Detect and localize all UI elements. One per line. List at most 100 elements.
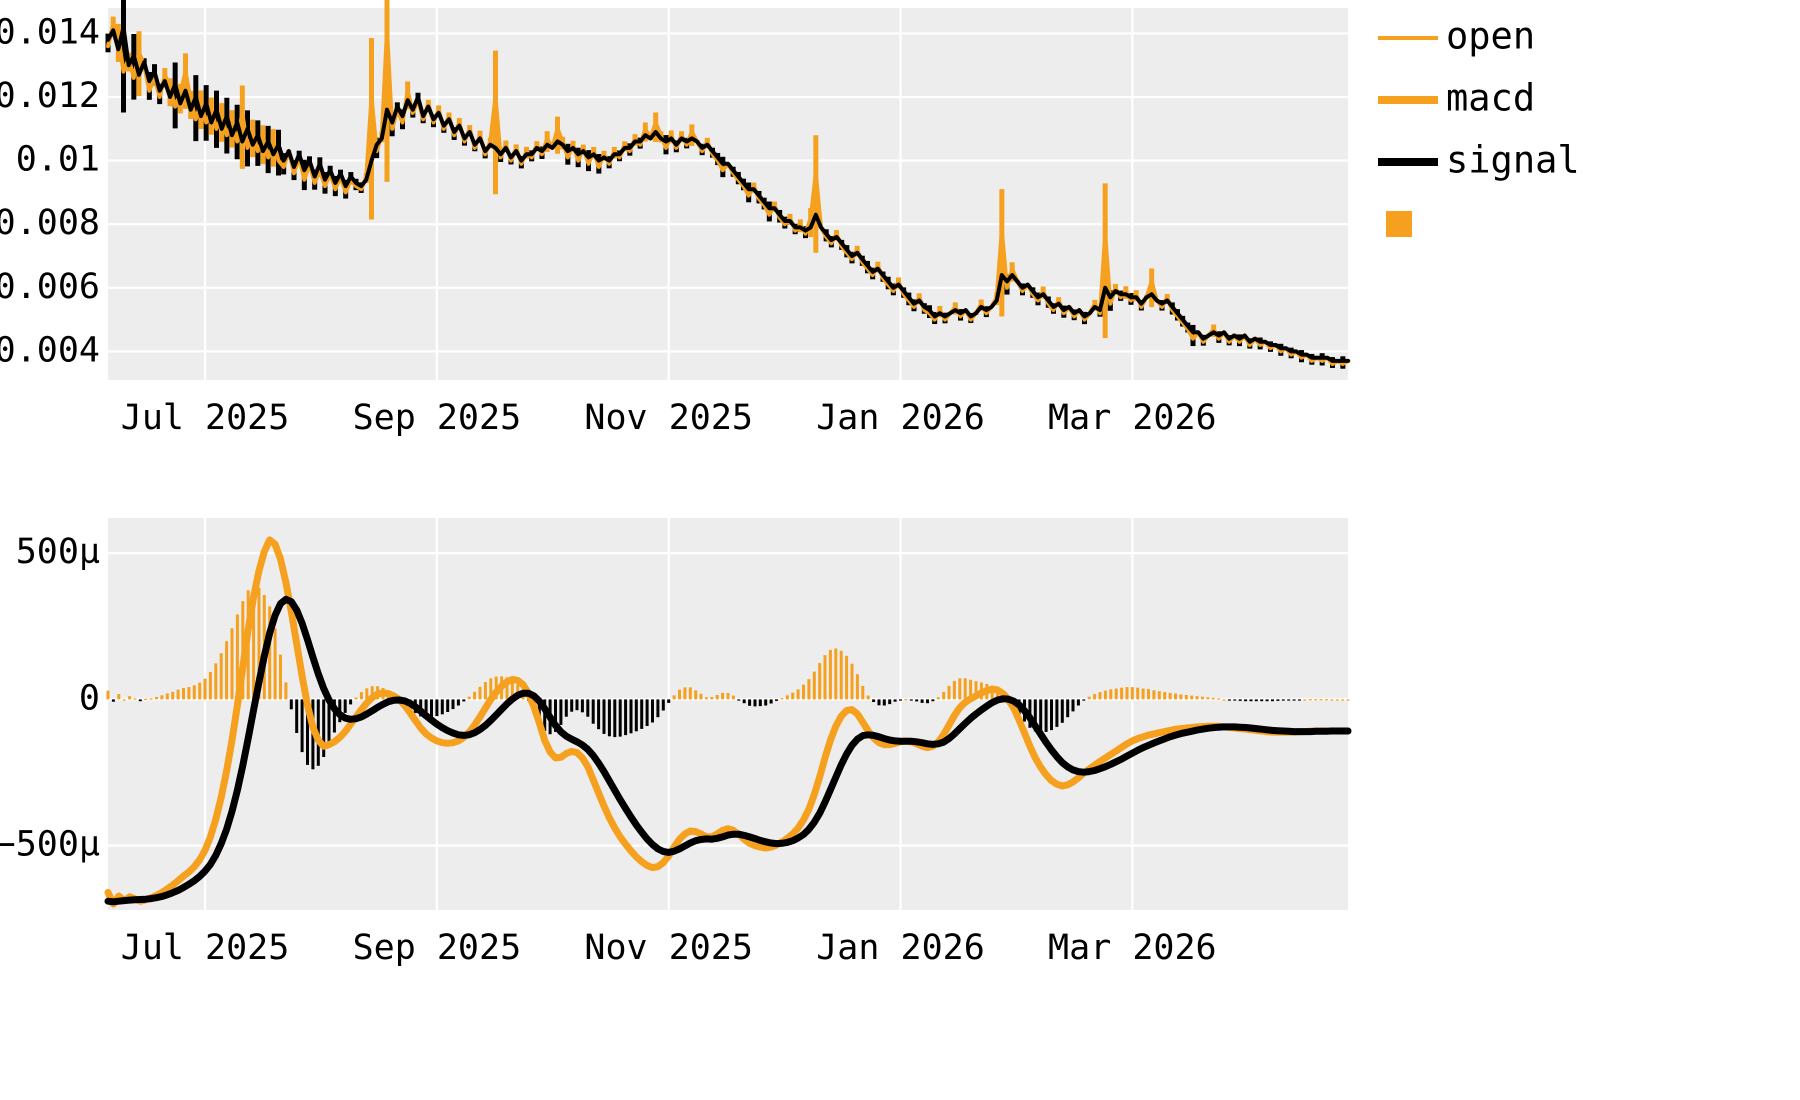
price-x-axis-labels: Jul 2025 Sep 2025 Nov 2025 Jan 2026 Mar 2026 [121, 398, 1217, 438]
macd-hist-bar [758, 699, 762, 707]
macd-hist-bar [607, 699, 611, 737]
macd-hist-bar [839, 650, 843, 700]
price-chart-panel: 0.004 0.006 0.008 0.01 0.012 0.014 Jul 2025 Se… [0, 0, 1360, 500]
macd-series-lines [104, 536, 1352, 908]
macd-hist-bar [1308, 699, 1312, 701]
macd-hist-bar [1292, 699, 1296, 701]
macd-hist-bar [586, 699, 590, 717]
macd-hist-bar [753, 699, 757, 707]
price-ytick-label: 0.012 [0, 76, 100, 116]
macd-hist-bar [559, 699, 563, 725]
macd-hist-bar [365, 688, 369, 700]
macd-hist-bar [273, 628, 277, 700]
macd-hist-bar [591, 699, 595, 724]
macd-hist-bar [1098, 692, 1102, 700]
macd-hist-bar [1276, 699, 1280, 701]
macd-hist-bar [1152, 690, 1156, 700]
macd-hist-bar [473, 691, 477, 700]
macd-hist-bar [1303, 699, 1307, 701]
macd-hist-bar [155, 697, 158, 700]
macd-hist-bar [1184, 695, 1188, 700]
macd-hist-bar [1071, 699, 1075, 712]
price-gridlines [108, 8, 1348, 380]
macd-hist-bar [1298, 699, 1301, 701]
macd-hist-bar [1157, 691, 1161, 700]
macd-hist-bar [996, 689, 1000, 700]
macd-hist-bar [661, 699, 665, 711]
legend-items: open macd signal [1378, 15, 1580, 237]
macd-hist-bar [257, 587, 261, 700]
macd-hist-bar [182, 688, 185, 700]
macd-hist-bar [570, 699, 574, 712]
macd-hist-bar [1238, 699, 1242, 701]
macd-hist-bar [446, 699, 450, 712]
macd-hist-bar [613, 699, 617, 738]
macd-hist-bar [279, 654, 282, 700]
macd-hist-bar [327, 699, 331, 745]
macd-hist-bar [467, 696, 471, 700]
macd-hist-bar [688, 687, 692, 700]
macd-hist-bar [1033, 699, 1037, 732]
macd-hist-bar [1125, 687, 1129, 700]
macd-hist-bar [192, 685, 196, 700]
price-xtick-label: Sep 2025 [353, 398, 522, 438]
macd-hist-bar [580, 699, 584, 713]
macd-hist-bar [1103, 690, 1107, 700]
macd-hist-bar [1222, 699, 1226, 701]
macd-hist-bar [710, 697, 714, 700]
macd-hist-bar [888, 699, 892, 705]
macd-hist-bar [812, 671, 816, 700]
macd-hist-bar [1050, 699, 1053, 731]
macd-hist-bar [349, 699, 353, 705]
macd-hist-bar [359, 692, 363, 700]
macd-hist-bar [171, 691, 175, 700]
macd-hist-bar [823, 655, 827, 700]
macd-hist-bar [818, 663, 822, 700]
macd-hist-bar [947, 685, 951, 700]
macd-hist-bar [117, 694, 121, 700]
macd-hist-bar [1109, 689, 1113, 700]
macd-hist-bar [785, 695, 789, 700]
macd-hist-bar [1227, 699, 1231, 701]
macd-hist-bar [1200, 696, 1204, 700]
macd-hist-bar [1082, 699, 1086, 701]
macd-hist-bar [332, 699, 336, 733]
macd-hist-bar [726, 692, 730, 700]
macd-hist-bar [597, 699, 601, 730]
macd-hist-bar [748, 699, 752, 706]
macd-hist-bar [203, 678, 207, 700]
macd-hist-bar [1087, 696, 1091, 700]
macd-hist-bar [640, 699, 644, 729]
macd-chart-svg: 500µ 0 −500µ Jul 2025 Sep 2025 Nov 2025 Jan 2… [0, 518, 1352, 968]
macd-hist-bar [370, 686, 374, 700]
macd-hist-bar [1287, 699, 1291, 701]
macd-hist-bar [1260, 699, 1264, 702]
macd-hist-bar [489, 678, 493, 700]
macd-hist-bar [1319, 699, 1323, 701]
macd-hist-bar [575, 699, 579, 711]
macd-hist-bar [920, 699, 924, 703]
macd-hist-bar [1066, 699, 1070, 718]
macd-hist-bar [505, 677, 509, 700]
macd-hist-bar [1114, 688, 1118, 700]
macd-ytick-label: 0 [79, 678, 100, 718]
macd-hist-bar [1130, 687, 1134, 700]
macd-hist-bar [176, 689, 180, 700]
macd-hist-bar [128, 696, 132, 700]
macd-hist-bar [165, 693, 169, 700]
legend-label-open[interactable]: open [1446, 15, 1535, 58]
price-ytick-label: 0.004 [0, 330, 100, 370]
macd-hist-bar [1190, 695, 1194, 700]
macd-hist-bar [904, 699, 908, 701]
macd-hist-bar [1254, 699, 1258, 702]
macd-hist-bar [354, 697, 358, 700]
price-ytick-label: 0.01 [16, 140, 100, 180]
macd-hist-bar [1195, 696, 1199, 700]
legend-label-signal[interactable]: signal [1446, 139, 1580, 182]
macd-hist-bar [791, 692, 795, 700]
price-ytick-label: 0.008 [0, 203, 100, 243]
legend-label-macd[interactable]: macd [1446, 77, 1535, 120]
macd-hist-bar [1265, 699, 1269, 702]
macd-hist-bar [295, 699, 299, 733]
